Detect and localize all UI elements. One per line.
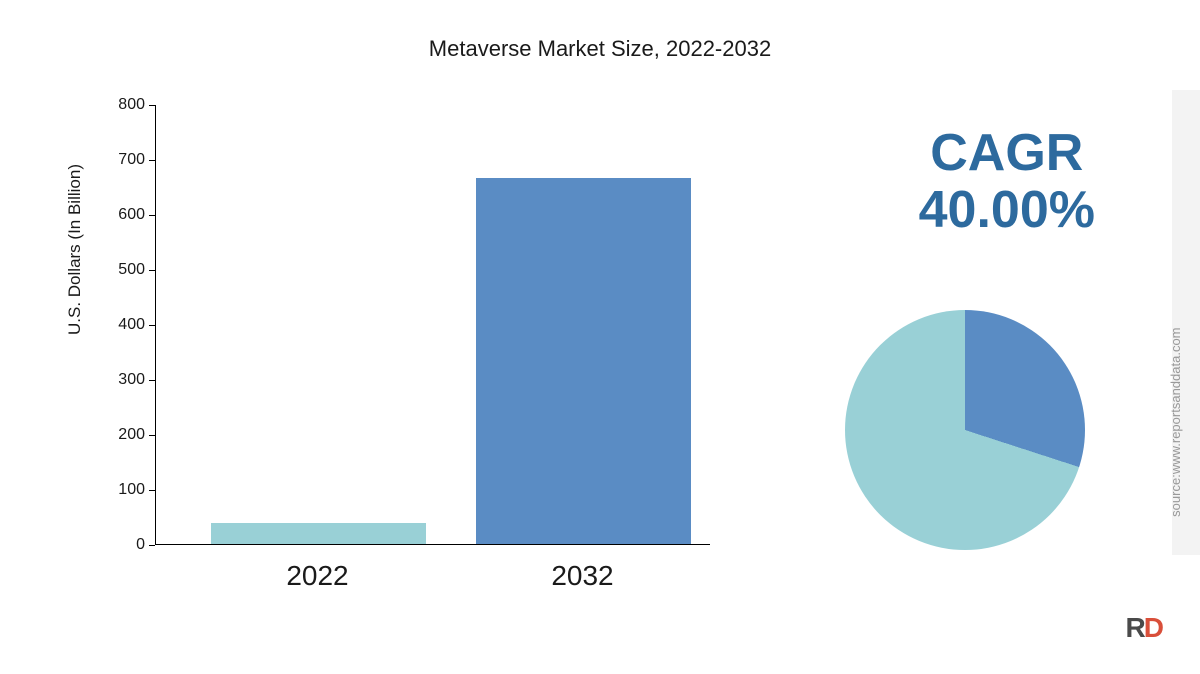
y-tick-label: 0 [97, 536, 145, 554]
logo-d: D [1144, 612, 1162, 643]
y-tick-label: 500 [97, 261, 145, 279]
x-label-2022: 2022 [210, 560, 425, 592]
y-tick-label: 400 [97, 316, 145, 334]
y-tick-label: 700 [97, 151, 145, 169]
y-tick-label: 300 [97, 371, 145, 389]
y-tick-mark [149, 545, 155, 546]
y-tick-mark [149, 160, 155, 161]
y-tick-mark [149, 105, 155, 106]
logo-r: R [1126, 612, 1144, 643]
x-label-2032: 2032 [475, 560, 690, 592]
y-tick-label: 600 [97, 206, 145, 224]
y-tick-mark [149, 325, 155, 326]
cagr-label: CAGR [919, 125, 1095, 182]
y-tick-mark [149, 380, 155, 381]
plot-box [155, 105, 710, 545]
pie-circle [845, 310, 1085, 550]
y-axis-label: U.S. Dollars (In Billion) [65, 164, 85, 335]
bar-chart-area: 0100200300400500600700800 2022 2032 [155, 105, 710, 545]
cagr-block: CAGR 40.00% [919, 125, 1095, 239]
bar-2022 [211, 523, 426, 544]
y-tick-mark [149, 215, 155, 216]
cagr-value: 40.00% [919, 182, 1095, 239]
y-tick-mark [149, 490, 155, 491]
brand-logo: RD [1126, 612, 1162, 644]
y-tick-label: 200 [97, 426, 145, 444]
y-tick-label: 800 [97, 96, 145, 114]
y-tick-mark [149, 435, 155, 436]
source-attribution: source:www.reportsanddata.com [1168, 328, 1183, 517]
y-tick-mark [149, 270, 155, 271]
chart-title: Metaverse Market Size, 2022-2032 [0, 36, 1200, 62]
pie-chart [845, 310, 1085, 550]
bar-2032 [476, 178, 691, 544]
y-tick-label: 100 [97, 481, 145, 499]
